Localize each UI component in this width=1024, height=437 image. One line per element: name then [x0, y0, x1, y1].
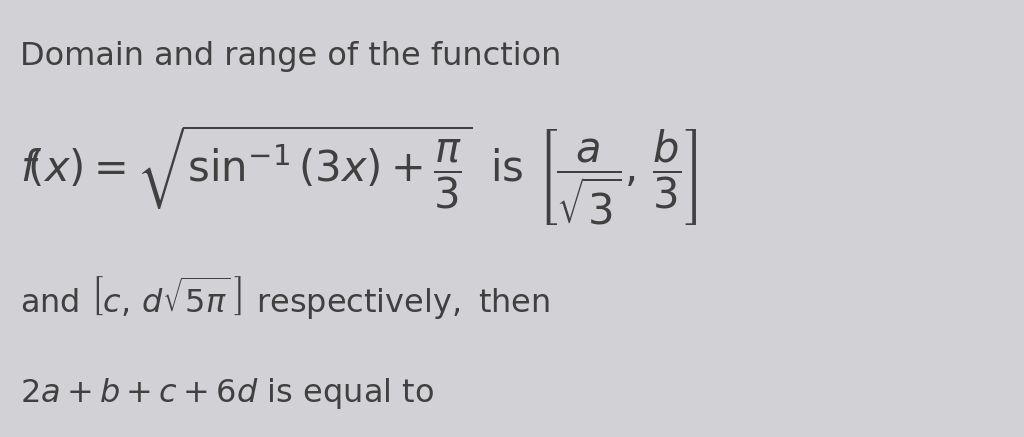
Text: $f\!\left(x\right)=\sqrt{\sin^{-1}(3x)+\dfrac{\pi}{3}}\ \,\mathrm{is}\ \left[\df: $f\!\left(x\right)=\sqrt{\sin^{-1}(3x)+\… [20, 123, 697, 227]
Text: $\mathrm{and}\ \left[c,\,d\sqrt{5\pi}\,\right]\ \mathrm{respectively,\ then}$: $\mathrm{and}\ \left[c,\,d\sqrt{5\pi}\,\… [20, 274, 551, 321]
Text: $2a+b+c+6d\ \mathrm{is\ equal\ to}$: $2a+b+c+6d\ \mathrm{is\ equal\ to}$ [20, 376, 435, 411]
Text: Domain and range of the function: Domain and range of the function [20, 42, 562, 72]
